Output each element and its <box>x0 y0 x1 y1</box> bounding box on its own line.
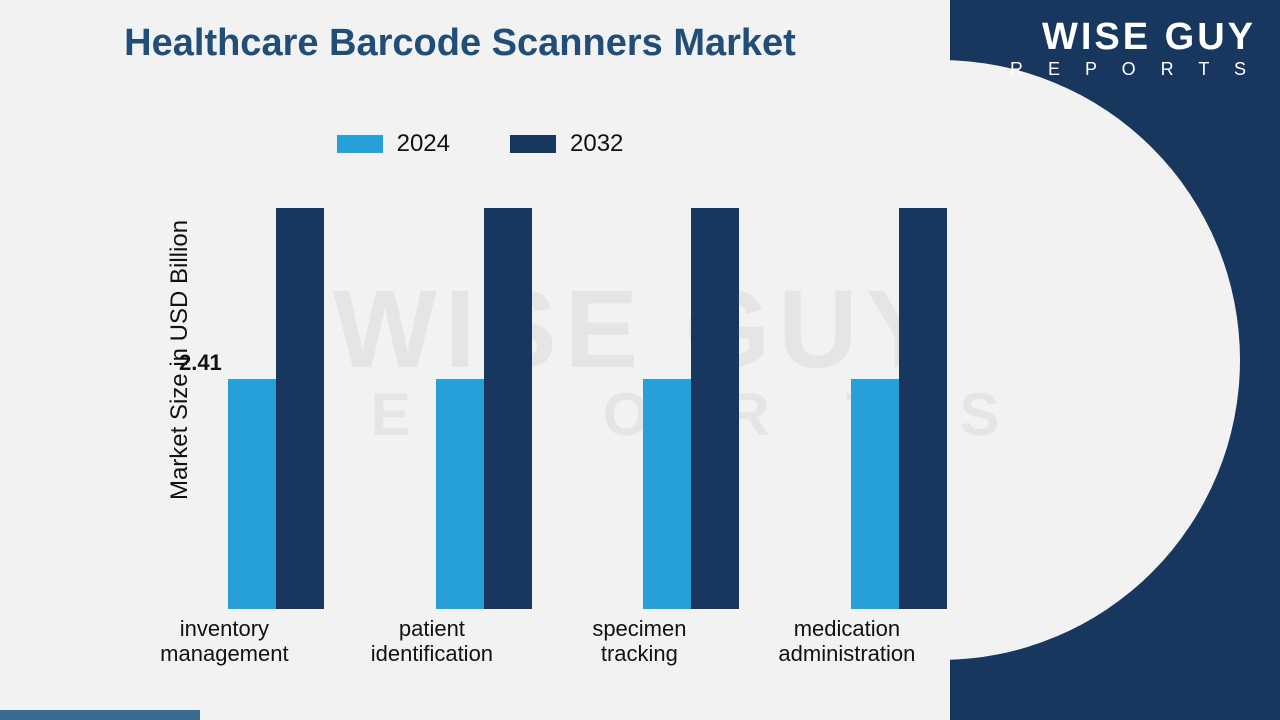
bar-group <box>176 208 376 609</box>
bar-group <box>591 208 791 609</box>
legend-swatch-2032 <box>510 135 556 153</box>
legend-item-2024: 2024 <box>337 130 450 158</box>
bar-2032 <box>276 208 324 609</box>
bottom-accent-bar <box>0 710 200 720</box>
bar-group <box>799 208 999 609</box>
legend-swatch-2024 <box>337 135 383 153</box>
legend-item-2032: 2032 <box>510 130 623 158</box>
brand-line1: WISE GUY <box>1010 18 1256 56</box>
bar-2024 <box>643 379 691 609</box>
bar-2032 <box>484 208 532 609</box>
bar-2032 <box>691 208 739 609</box>
canvas: WISE GUY R E P O R T S WISE GUY R E P O … <box>0 0 1280 720</box>
bar-2024 <box>436 379 484 609</box>
brand-logo: WISE GUY R E P O R T S <box>1010 18 1256 78</box>
bar-2024 <box>228 379 276 609</box>
legend-label-2024: 2024 <box>397 130 450 158</box>
plot-area: inventorymanagementpatientidentification… <box>110 180 940 610</box>
category-label: medicationadministration <box>747 616 947 667</box>
legend-label-2032: 2032 <box>570 130 623 158</box>
bar-2024 <box>851 379 899 609</box>
value-label: 2.41 <box>179 350 222 376</box>
bar-2032 <box>899 208 947 609</box>
legend: 2024 2032 <box>0 130 960 158</box>
chart-title: Healthcare Barcode Scanners Market <box>0 22 920 65</box>
bar-group <box>384 208 584 609</box>
category-label: specimentracking <box>539 616 739 667</box>
category-label: inventorymanagement <box>124 616 324 667</box>
category-label: patientidentification <box>332 616 532 667</box>
brand-line2: R E P O R T S <box>1010 60 1256 78</box>
